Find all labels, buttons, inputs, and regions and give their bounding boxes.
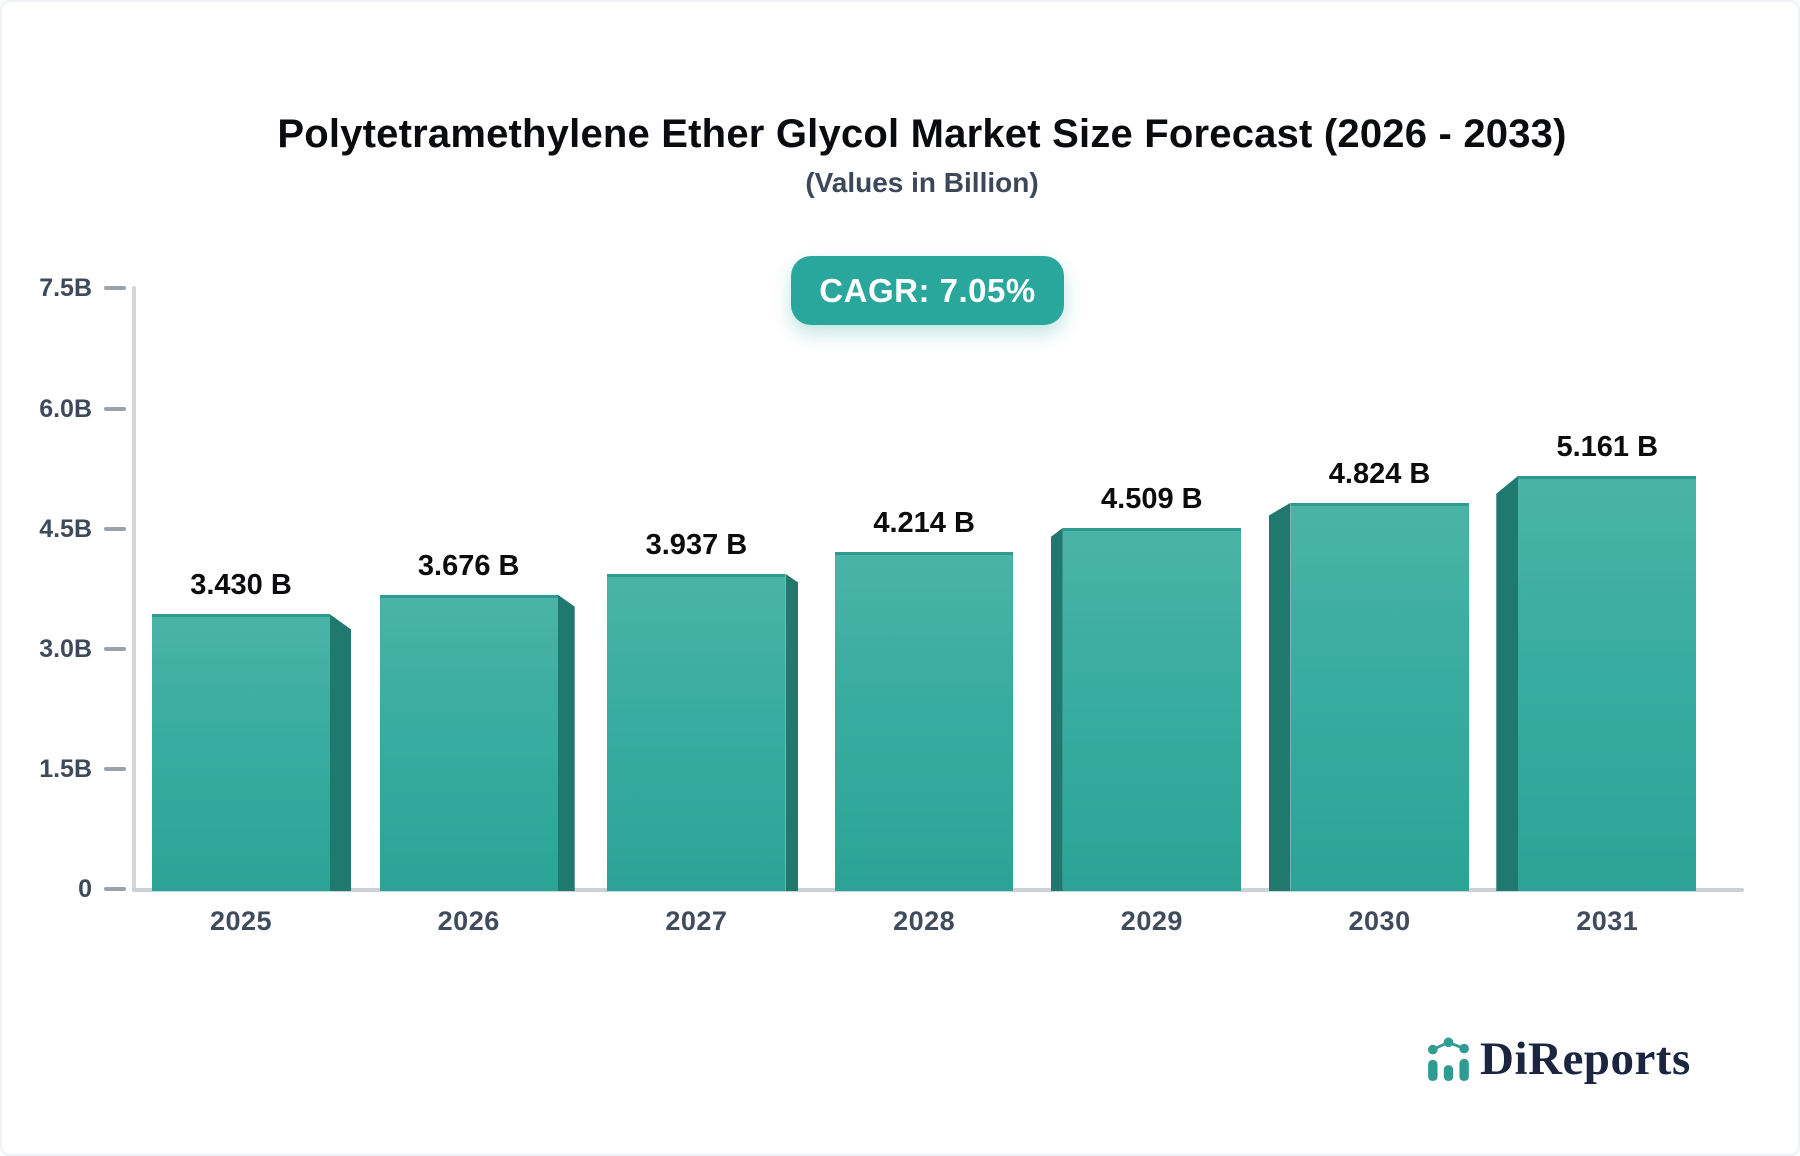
bar-face <box>1062 527 1241 891</box>
x-axis-label: 2025 <box>209 906 273 936</box>
y-tick-label: 7.5B <box>39 274 92 303</box>
y-tick-dash <box>104 286 126 291</box>
chart-subtitle: (Values in Billion) <box>805 167 1039 198</box>
bar-side <box>330 614 351 891</box>
bar-value-label: 3.937 B <box>645 528 748 561</box>
x-axis-label: 2028 <box>893 906 956 936</box>
chart-title: Polytetramethylene Ether Glycol Market S… <box>277 112 1567 156</box>
bar-face <box>379 594 558 891</box>
y-tick-dash <box>104 887 126 891</box>
bar-face <box>1518 475 1697 891</box>
bar-value-label: 3.676 B <box>417 549 520 582</box>
bar-value-label: 4.824 B <box>1328 457 1431 490</box>
y-tick-label: 0 <box>78 875 92 903</box>
bar-face <box>1290 502 1469 891</box>
y-axis-line <box>132 286 136 892</box>
y-tick-dash <box>104 406 126 411</box>
y-tick-dash <box>104 766 126 771</box>
bar-value-label: 5.161 B <box>1556 430 1659 463</box>
y-tick-dash <box>104 526 126 531</box>
y-tick-label: 4.5B <box>39 514 92 543</box>
bar-side <box>557 594 575 891</box>
bar-side <box>785 573 799 891</box>
bar-value-label: 4.509 B <box>1101 482 1203 515</box>
bar-face <box>835 551 1014 891</box>
x-axis-label: 2031 <box>1576 906 1639 936</box>
y-tick-label: 3.0B <box>39 634 92 663</box>
bar-value-label: 4.214 B <box>873 506 975 539</box>
y-tick-label: 1.5B <box>39 754 92 783</box>
bar-value-label: 3.430 B <box>190 569 292 602</box>
bar-side <box>1496 475 1519 891</box>
x-axis-label: 2026 <box>437 906 500 936</box>
y-tick-dash <box>104 646 126 651</box>
bar-face <box>607 573 786 891</box>
x-axis-label: 2030 <box>1348 906 1411 936</box>
cagr-badge: CAGR: 7.05% <box>791 256 1064 325</box>
brand-logo: DiReports <box>1426 1032 1691 1086</box>
bar-face <box>152 614 330 891</box>
bar-side <box>1050 527 1063 891</box>
brand-name: DiReports <box>1480 1033 1691 1085</box>
bar-side <box>1268 502 1291 891</box>
x-axis-label: 2027 <box>665 906 728 936</box>
direports-logo-icon <box>1428 1037 1469 1081</box>
x-axis-label: 2029 <box>1120 906 1183 936</box>
y-tick-label: 6.0B <box>39 394 92 423</box>
